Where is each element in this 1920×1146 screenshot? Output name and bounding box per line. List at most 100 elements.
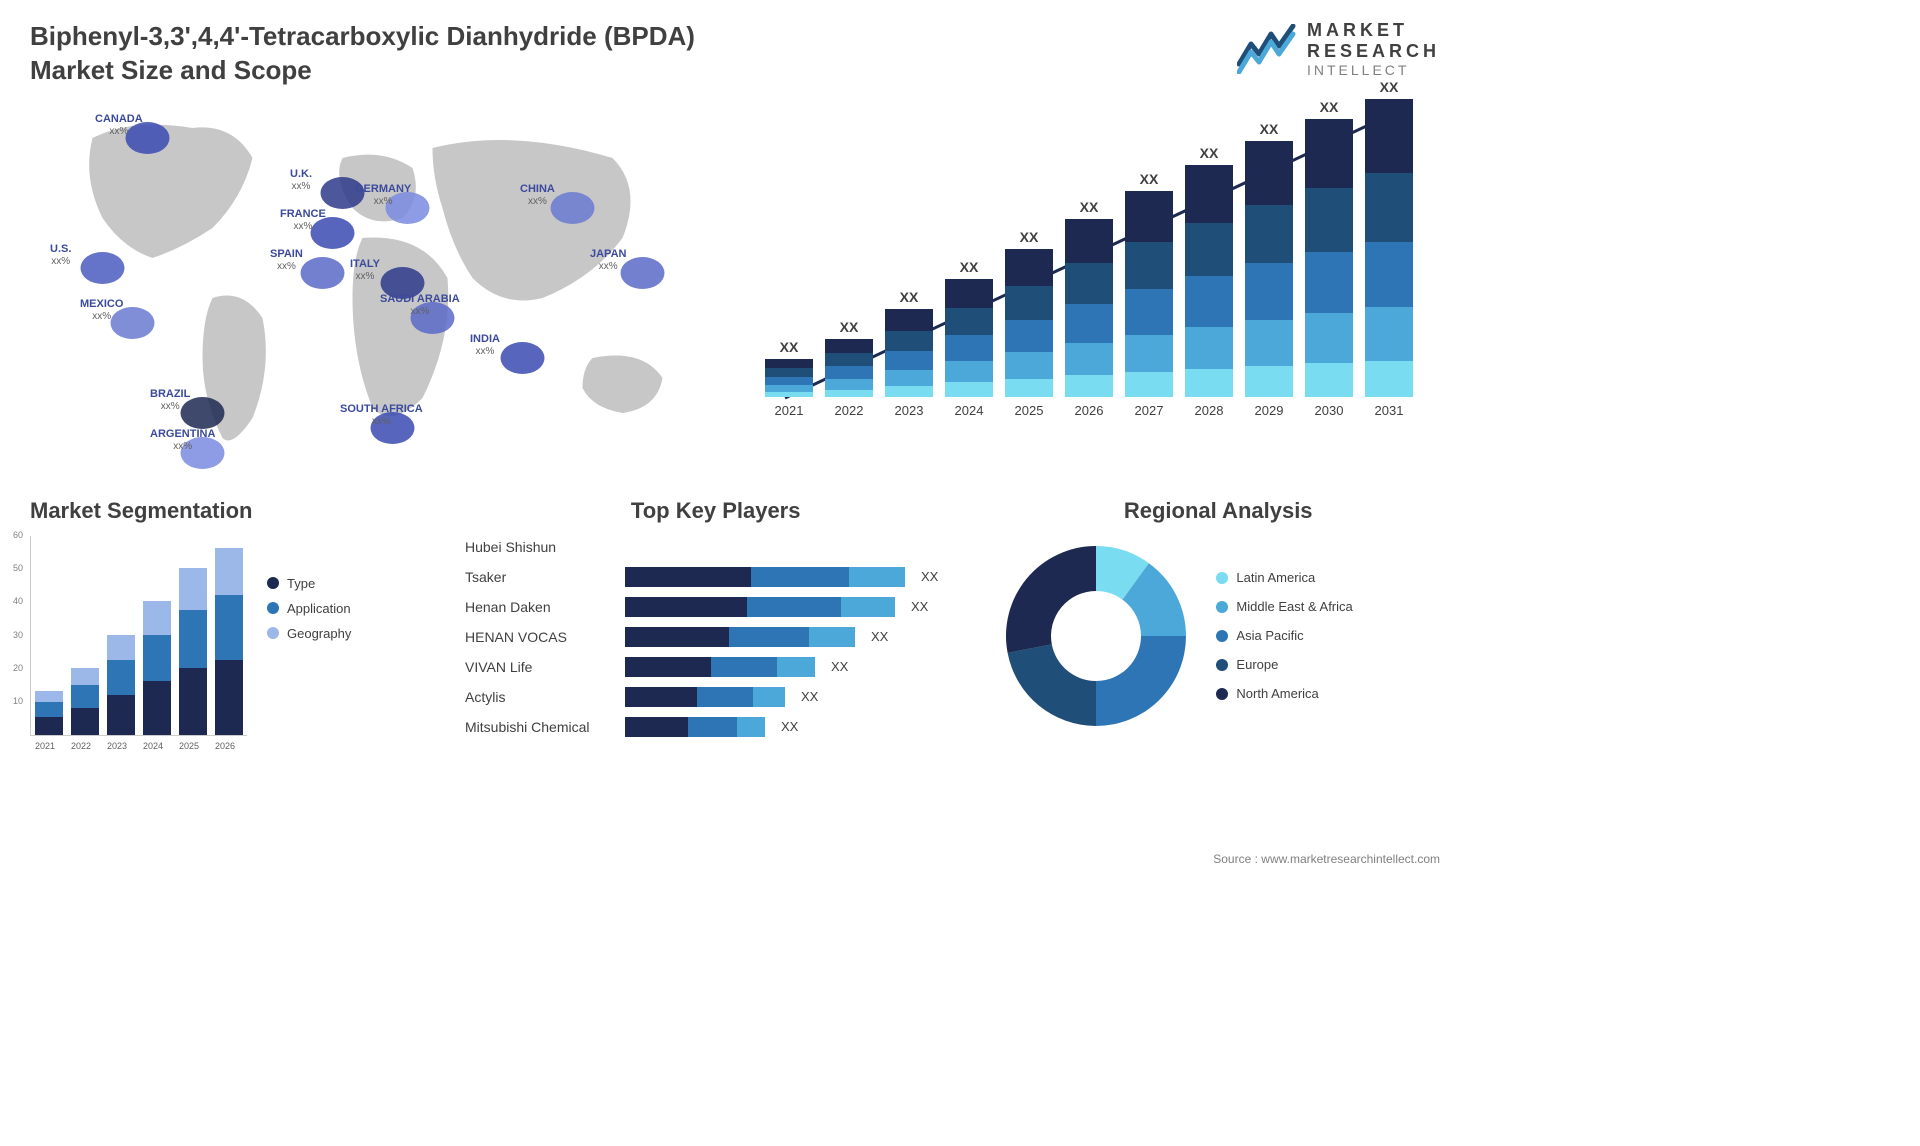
bar-year-label: 2022 xyxy=(835,403,864,418)
bar-year-label: 2027 xyxy=(1135,403,1164,418)
players-chart: Hubei ShishunTsakerXXHenan DakenXXHENAN … xyxy=(465,536,966,738)
player-bar xyxy=(625,597,895,617)
player-value: XX xyxy=(801,689,818,704)
player-name: Henan Daken xyxy=(465,599,615,615)
donut-slice-northamerica xyxy=(1006,546,1096,653)
bar-year-label: 2030 xyxy=(1315,403,1344,418)
map-label-brazil: BRAZILxx% xyxy=(150,388,190,413)
seg-ytick: 20 xyxy=(13,663,23,673)
bar-year-label: 2021 xyxy=(775,403,804,418)
regional-title: Regional Analysis xyxy=(996,498,1440,524)
bar-value-label: XX xyxy=(1020,229,1039,245)
seg-bar-2026 xyxy=(215,548,243,735)
market-bar-2029: XX 2029 xyxy=(1245,121,1293,418)
regional-legend: Latin AmericaMiddle East & AfricaAsia Pa… xyxy=(1216,570,1352,701)
seg-bar-2024 xyxy=(143,601,171,734)
bar-value-label: XX xyxy=(1260,121,1279,137)
bar-value-label: XX xyxy=(1380,79,1399,95)
market-bar-2027: XX 2027 xyxy=(1125,171,1173,418)
bar-year-label: 2026 xyxy=(1075,403,1104,418)
player-value: XX xyxy=(911,599,928,614)
market-bar-2030: XX 2030 xyxy=(1305,99,1353,418)
bar-year-label: 2025 xyxy=(1015,403,1044,418)
segmentation-title: Market Segmentation xyxy=(30,498,435,524)
regional-legend-middleeastafrica: Middle East & Africa xyxy=(1216,599,1352,614)
bar-value-label: XX xyxy=(960,259,979,275)
world-map: CANADAxx%U.S.xx%MEXICOxx%BRAZILxx%ARGENT… xyxy=(30,98,715,478)
map-label-italy: ITALYxx% xyxy=(350,258,380,283)
player-name: Tsaker xyxy=(465,569,615,585)
player-bar xyxy=(625,687,785,707)
market-bar-2021: XX 2021 xyxy=(765,339,813,418)
map-label-germany: GERMANYxx% xyxy=(355,183,411,208)
market-bar-2028: XX2028 xyxy=(1185,145,1233,418)
logo-icon xyxy=(1237,24,1297,74)
legend-item-type: Type xyxy=(267,576,351,591)
seg-ytick: 60 xyxy=(13,530,23,540)
player-bar xyxy=(625,567,905,587)
top-key-players-section: Top Key Players Hubei ShishunTsakerXXHen… xyxy=(465,498,966,758)
market-segmentation-section: Market Segmentation 10203040506020212022… xyxy=(30,498,435,758)
donut-slice-europe xyxy=(1008,644,1096,726)
player-value: XX xyxy=(831,659,848,674)
legend-item-application: Application xyxy=(267,601,351,616)
map-label-france: FRANCExx% xyxy=(280,208,326,233)
logo-text-2: RESEARCH xyxy=(1307,41,1440,62)
seg-ytick: 50 xyxy=(13,563,23,573)
map-label-canada: CANADAxx% xyxy=(95,113,143,138)
map-label-uk: U.K.xx% xyxy=(290,168,312,193)
player-bar xyxy=(625,627,855,647)
market-bar-2026: XX2026 xyxy=(1065,199,1113,418)
logo-text-3: INTELLECT xyxy=(1307,62,1440,78)
player-bar xyxy=(625,657,815,677)
regional-donut-chart xyxy=(996,536,1196,736)
player-name: Mitsubishi Chemical xyxy=(465,719,615,735)
market-bar-2022: XX2022 xyxy=(825,319,873,418)
player-row-vivanlife: VIVAN Life XX xyxy=(465,656,966,678)
donut-slice-asiapacific xyxy=(1096,636,1186,726)
seg-ytick: 10 xyxy=(13,696,23,706)
player-row-henanvocas: HENAN VOCASXX xyxy=(465,626,966,648)
seg-year-label: 2025 xyxy=(179,741,199,751)
regional-legend-asiapacific: Asia Pacific xyxy=(1216,628,1352,643)
seg-bar-2022 xyxy=(71,668,99,735)
bar-year-label: 2024 xyxy=(955,403,984,418)
regional-legend-europe: Europe xyxy=(1216,657,1352,672)
seg-year-label: 2023 xyxy=(107,741,127,751)
map-label-southafrica: SOUTH AFRICAxx% xyxy=(340,403,423,428)
map-label-japan: JAPANxx% xyxy=(590,248,626,273)
player-value: XX xyxy=(921,569,938,584)
market-bar-2031: XX 2031 xyxy=(1365,79,1413,418)
seg-year-label: 2021 xyxy=(35,741,55,751)
bar-year-label: 2028 xyxy=(1195,403,1224,418)
bar-value-label: XX xyxy=(1320,99,1339,115)
seg-bar-2021 xyxy=(35,691,63,734)
market-bar-2024: XX 2024 xyxy=(945,259,993,418)
player-value: XX xyxy=(871,629,888,644)
map-label-china: CHINAxx% xyxy=(520,183,555,208)
player-name: Actylis xyxy=(465,689,615,705)
logo: MARKET RESEARCH INTELLECT xyxy=(1237,20,1440,78)
player-row-henandaken: Henan Daken XX xyxy=(465,596,966,618)
map-label-us: U.S.xx% xyxy=(50,243,71,268)
seg-bar-2025 xyxy=(179,568,207,735)
player-row-hubeishishun: Hubei Shishun xyxy=(465,536,966,558)
bar-year-label: 2029 xyxy=(1255,403,1284,418)
seg-year-label: 2024 xyxy=(143,741,163,751)
map-label-saudiarabia: SAUDI ARABIAxx% xyxy=(380,293,460,318)
map-label-mexico: MEXICOxx% xyxy=(80,298,123,323)
market-bar-2023: XX2023 xyxy=(885,289,933,418)
map-label-india: INDIAxx% xyxy=(470,333,500,358)
player-row-tsaker: Tsaker XX xyxy=(465,566,966,588)
player-name: Hubei Shishun xyxy=(465,539,615,555)
market-bar-2025: XX 2025 xyxy=(1005,229,1053,418)
bar-year-label: 2023 xyxy=(895,403,924,418)
player-name: VIVAN Life xyxy=(465,659,615,675)
bar-value-label: XX xyxy=(1140,171,1159,187)
player-row-actylis: Actylis XX xyxy=(465,686,966,708)
logo-text-1: MARKET xyxy=(1307,20,1440,41)
bar-year-label: 2031 xyxy=(1375,403,1404,418)
regional-analysis-section: Regional Analysis Latin AmericaMiddle Ea… xyxy=(996,498,1440,758)
bar-value-label: XX xyxy=(780,339,799,355)
market-size-chart: XX2021XX2022XX2023XX2024XX2025XX2026XX20… xyxy=(755,98,1440,478)
